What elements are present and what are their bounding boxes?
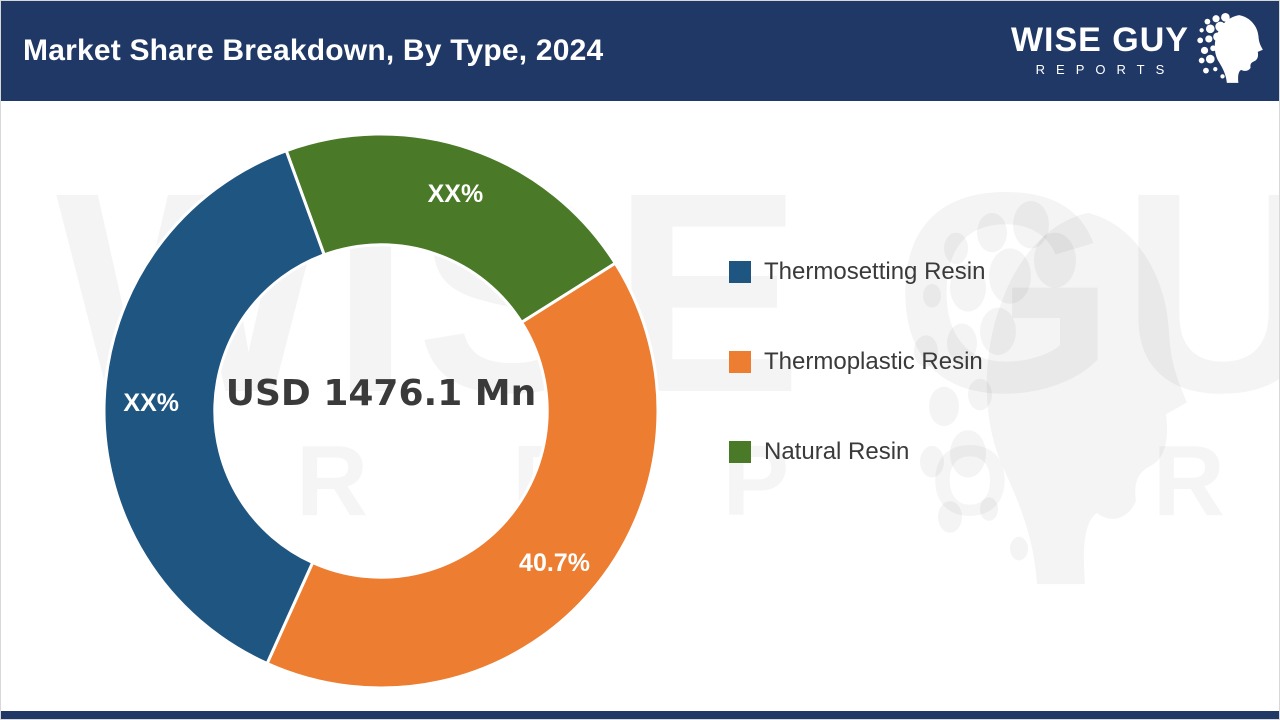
- donut-chart: XX% 40.7% XX%: [81, 111, 681, 711]
- donut-slice-thermoplastic-resin: [265, 261, 660, 690]
- footer-accent-bar: [1, 711, 1279, 719]
- legend-swatch-thermoplastic: [729, 351, 751, 373]
- header-bar: Market Share Breakdown, By Type, 2024 WI…: [1, 1, 1279, 101]
- chart-legend: Thermosetting Resin Thermoplastic Resin …: [729, 258, 985, 528]
- logo-subtitle: REPORTS: [1035, 62, 1176, 77]
- legend-item-thermoplastic: Thermoplastic Resin: [729, 348, 985, 376]
- legend-item-thermosetting: Thermosetting Resin: [729, 258, 985, 286]
- donut-slice-thermosetting-resin: [102, 149, 326, 665]
- donut-slice-natural-resin: [284, 132, 617, 324]
- wise-guy-logo: WISE GUY REPORTS: [1011, 9, 1265, 89]
- legend-label: Thermoplastic Resin: [764, 348, 983, 375]
- logo-face-icon: [1193, 9, 1265, 89]
- legend-label: Thermosetting Resin: [764, 258, 986, 285]
- logo-text: WISE GUY REPORTS: [1011, 21, 1189, 77]
- legend-label: Natural Resin: [764, 438, 910, 465]
- page-title: Market Share Breakdown, By Type, 2024: [23, 34, 604, 67]
- slice-label-thermosetting-resin: XX%: [123, 389, 179, 417]
- donut-center-value: USD 1476.1 Mn: [225, 373, 537, 414]
- legend-swatch-thermosetting: [729, 261, 751, 283]
- legend-swatch-natural: [729, 441, 751, 463]
- slice-label-natural-resin: XX%: [428, 180, 484, 208]
- legend-item-natural: Natural Resin: [729, 438, 985, 466]
- slice-label-thermoplastic-resin: 40.7%: [519, 549, 590, 577]
- logo-wordmark: WISE GUY: [1010, 21, 1189, 59]
